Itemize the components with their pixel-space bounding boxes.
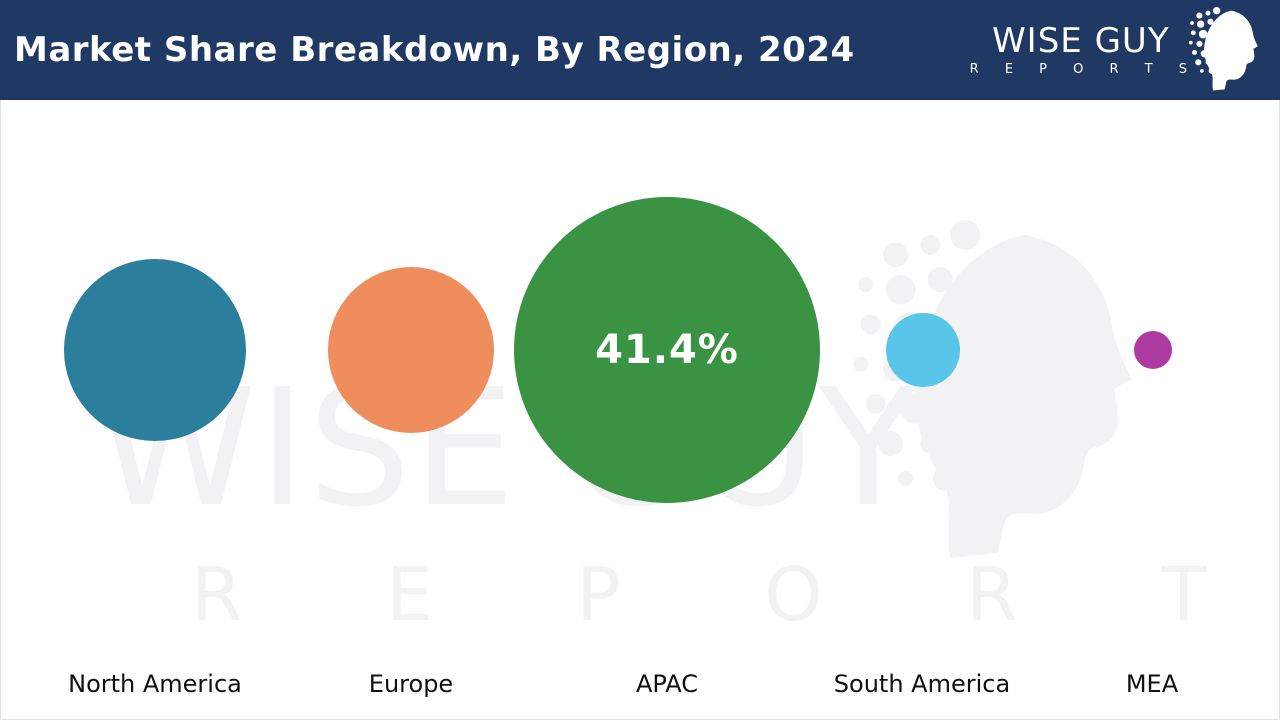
bubble-apac: 41.4% bbox=[514, 197, 820, 503]
category-label-apac: APAC bbox=[635, 670, 699, 698]
category-label-mea: MEA bbox=[1125, 670, 1179, 698]
bubble-europe bbox=[328, 267, 494, 433]
category-label-europe: Europe bbox=[368, 670, 454, 698]
bubble-north-america bbox=[64, 259, 246, 441]
category-label-south-america: South America bbox=[833, 670, 1011, 698]
watermark-subtitle-text: R E P O R T S bbox=[191, 552, 1279, 638]
brand-subtitle: R E P O R T S bbox=[969, 62, 1198, 77]
watermark-face-icon bbox=[853, 220, 1132, 559]
category-label-north-america: North America bbox=[68, 670, 242, 698]
brand-face-icon bbox=[1188, 7, 1258, 91]
page-title: Market Share Breakdown, By Region, 2024 bbox=[14, 30, 855, 70]
header: Market Share Breakdown, By Region, 2024 … bbox=[0, 0, 1280, 100]
bubble-mea bbox=[1134, 331, 1172, 369]
chart-area: WISE GUY R E P O R T S 41.4% North Ameri… bbox=[0, 100, 1280, 720]
bubble-south-america bbox=[886, 313, 960, 387]
brand-logo-text: WISE GUY R E P O R T S bbox=[964, 24, 1198, 76]
brand-logo: WISE GUY R E P O R T S bbox=[964, 7, 1262, 93]
bubble-value-label: 41.4% bbox=[595, 327, 739, 373]
brand-name: WISE GUY bbox=[992, 21, 1170, 61]
